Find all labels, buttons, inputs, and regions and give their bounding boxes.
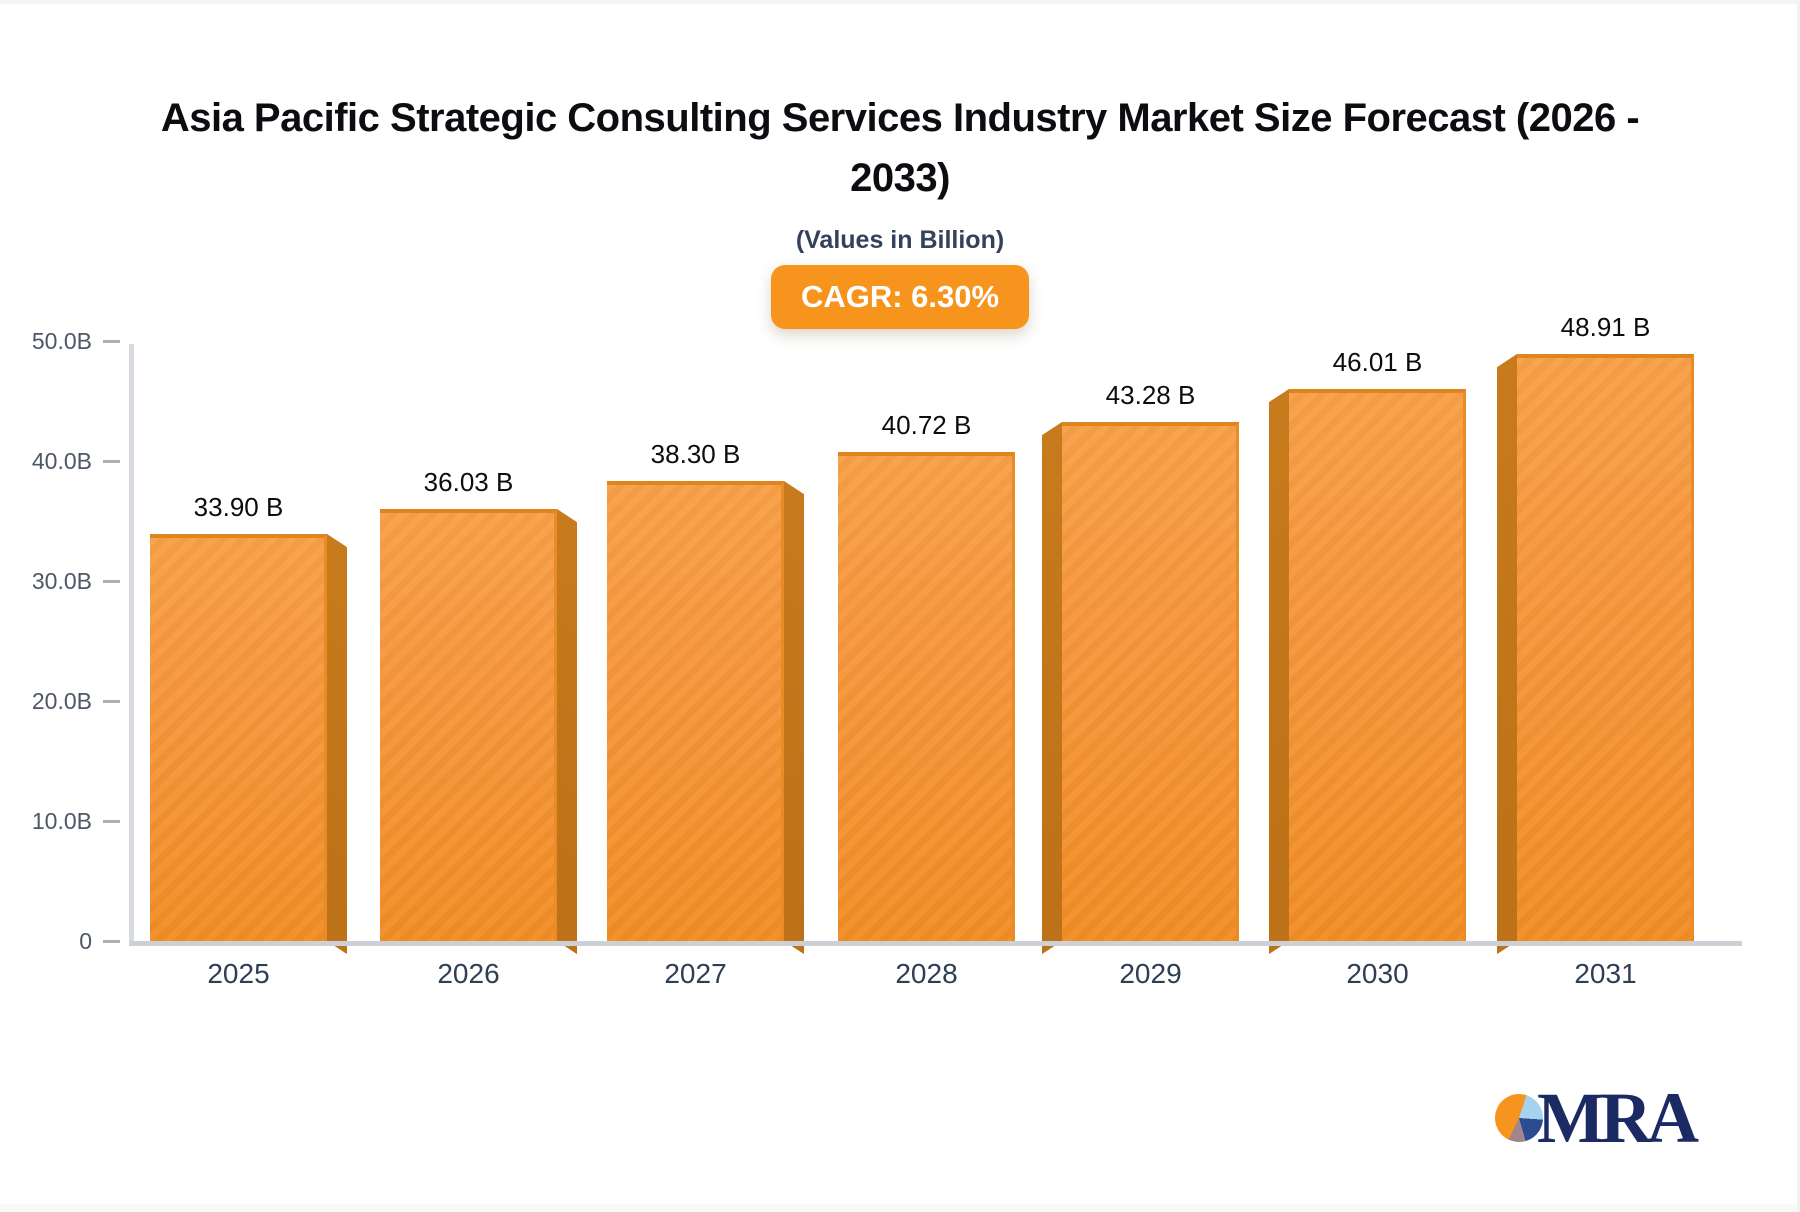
- bar-2030: [1269, 389, 1466, 955]
- x-axis-label: 2026: [437, 958, 500, 989]
- y-axis-tick-label: 0: [79, 928, 92, 954]
- bar-front-face: [380, 509, 557, 941]
- page-edge-bottom: [0, 1204, 1800, 1212]
- bar-2026: [380, 509, 577, 955]
- brand-logo: MRA: [1495, 1078, 1699, 1158]
- y-axis-tick-mark: [103, 940, 120, 943]
- bar-value-label: 46.01 B: [1332, 347, 1423, 377]
- y-axis-tick-label: 30.0B: [31, 568, 92, 594]
- x-axis-label: 2029: [1119, 958, 1182, 989]
- x-axis-label: 2027: [664, 958, 727, 989]
- bar-value-label: 33.90 B: [193, 492, 284, 522]
- brand-name: MRA: [1537, 1078, 1699, 1158]
- bar-3d-side-face: [1042, 422, 1062, 955]
- bar-front-face: [1062, 422, 1239, 941]
- cagr-badge: CAGR: 6.30%: [770, 265, 1030, 329]
- chart-header: Asia Pacific Strategic Consulting Servic…: [0, 88, 1800, 329]
- bar-value-label: 48.91 B: [1560, 312, 1651, 342]
- y-axis-line: [129, 344, 134, 946]
- y-axis-tick-mark: [103, 580, 120, 583]
- bar-front-face: [150, 534, 327, 941]
- bar-2029: [1042, 422, 1239, 955]
- bar-value-label: 36.03 B: [423, 467, 514, 497]
- bar-3d-side-face: [1497, 354, 1517, 955]
- bar-front-face: [1517, 354, 1694, 941]
- y-axis-tick-label: 40.0B: [31, 448, 92, 474]
- page-title-line-2: 2033): [850, 156, 950, 200]
- y-axis-tick-mark: [103, 460, 120, 463]
- page-edge-top: [0, 0, 1800, 4]
- pie-chart-icon: [1495, 1094, 1544, 1142]
- page-edge-right: [1797, 0, 1800, 1212]
- x-axis-line: [129, 941, 1742, 946]
- bar-front-face: [1289, 389, 1466, 941]
- bar-3d-side-face: [784, 481, 804, 955]
- bar-3d-side-face: [557, 509, 577, 955]
- x-axis-label: 2028: [895, 958, 958, 989]
- bar-front-face: [607, 481, 784, 941]
- x-axis-label: 2031: [1574, 958, 1637, 989]
- bar-2028: [838, 452, 1015, 941]
- bar-2025: [150, 534, 347, 955]
- x-axis-label: 2025: [207, 958, 270, 989]
- x-axis-label: 2030: [1346, 958, 1409, 989]
- bar-2031: [1497, 354, 1694, 955]
- bar-front-face: [838, 452, 1015, 941]
- y-axis-tick-mark: [103, 700, 120, 703]
- page-title-line-1: Asia Pacific Strategic Consulting Servic…: [160, 96, 1640, 140]
- y-axis-tick-label: 20.0B: [31, 688, 92, 714]
- y-axis-tick-label: 10.0B: [31, 808, 92, 834]
- chart-subtitle: (Values in Billion): [795, 226, 1005, 254]
- y-axis-tick-label: 50.0B: [31, 328, 92, 354]
- bar-2027: [607, 481, 804, 955]
- bar-value-label: 43.28 B: [1105, 380, 1196, 410]
- bar-value-label: 38.30 B: [650, 439, 741, 469]
- y-axis-tick-mark: [103, 340, 120, 343]
- bar-3d-side-face: [1269, 389, 1289, 955]
- bar-value-label: 40.72 B: [881, 410, 972, 440]
- y-axis-tick-mark: [103, 820, 120, 823]
- bar-3d-side-face: [327, 534, 347, 955]
